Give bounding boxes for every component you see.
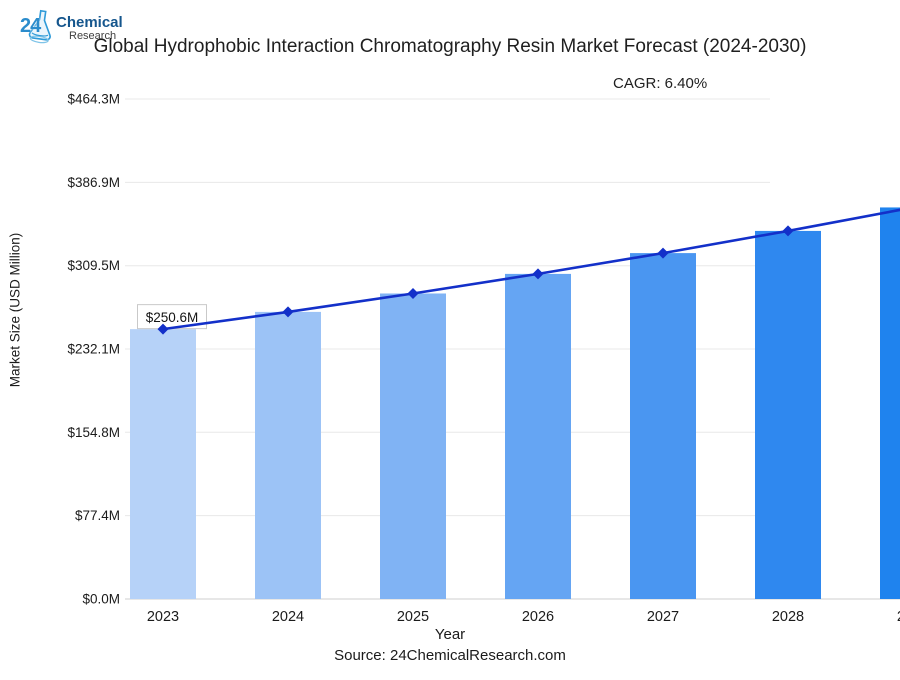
bar-2027[interactable] <box>630 253 696 599</box>
cagr-label: CAGR: 6.40% <box>613 75 708 92</box>
data-point-2027[interactable] <box>657 247 669 259</box>
logo-24: 24 <box>20 15 41 37</box>
y-tick-label: $309.5M <box>67 258 120 273</box>
x-tick-label-2024: 2024 <box>272 609 304 625</box>
logo-mark: 24 <box>20 9 54 47</box>
bar-2024[interactable] <box>255 311 321 599</box>
y-tick-label: $386.9M <box>67 175 120 190</box>
y-tick-label: $154.8M <box>67 425 120 440</box>
y-tick-label: $464.3M <box>67 92 120 107</box>
bar-2025[interactable] <box>380 293 446 599</box>
x-tick-label-2027: 2027 <box>647 609 679 625</box>
data-point-2023[interactable] <box>157 323 169 335</box>
data-point-2025[interactable] <box>407 287 419 299</box>
data-point-2026[interactable] <box>532 268 544 280</box>
logo-name: Chemical <box>56 14 123 31</box>
data-point-2024[interactable] <box>282 306 294 318</box>
y-tick-label: $77.4M <box>75 508 120 523</box>
page-title: Global Hydrophobic Interaction Chromatog… <box>93 36 807 57</box>
x-axis-title: Year <box>434 626 466 643</box>
bar-2028[interactable] <box>755 230 821 600</box>
data-point-2028[interactable] <box>782 225 794 237</box>
x-tick-label-2029: 2029 <box>897 609 900 625</box>
x-tick-label-2028: 2028 <box>772 609 804 625</box>
x-tick-label-2026: 2026 <box>522 609 554 625</box>
value-callout-text: $250.6M <box>146 310 199 325</box>
y-tick-label: $232.1M <box>67 342 120 357</box>
logo-sub: Research <box>69 30 117 42</box>
logo-text: Chemical Research <box>56 15 123 42</box>
bar-2026[interactable] <box>505 273 571 599</box>
bar-2023[interactable] <box>130 329 196 599</box>
bar-2029[interactable] <box>880 207 900 599</box>
logo: 24 Chemical Research <box>20 9 123 47</box>
x-tick-label-2023: 2023 <box>147 609 179 625</box>
x-tick-label-2025: 2025 <box>397 609 429 625</box>
y-tick-label: $0.0M <box>82 592 120 607</box>
source-line: Source: 24ChemicalResearch.com <box>334 647 566 664</box>
y-axis-title: Market Size (USD Million) <box>7 232 23 388</box>
flask-icon <box>28 9 51 44</box>
